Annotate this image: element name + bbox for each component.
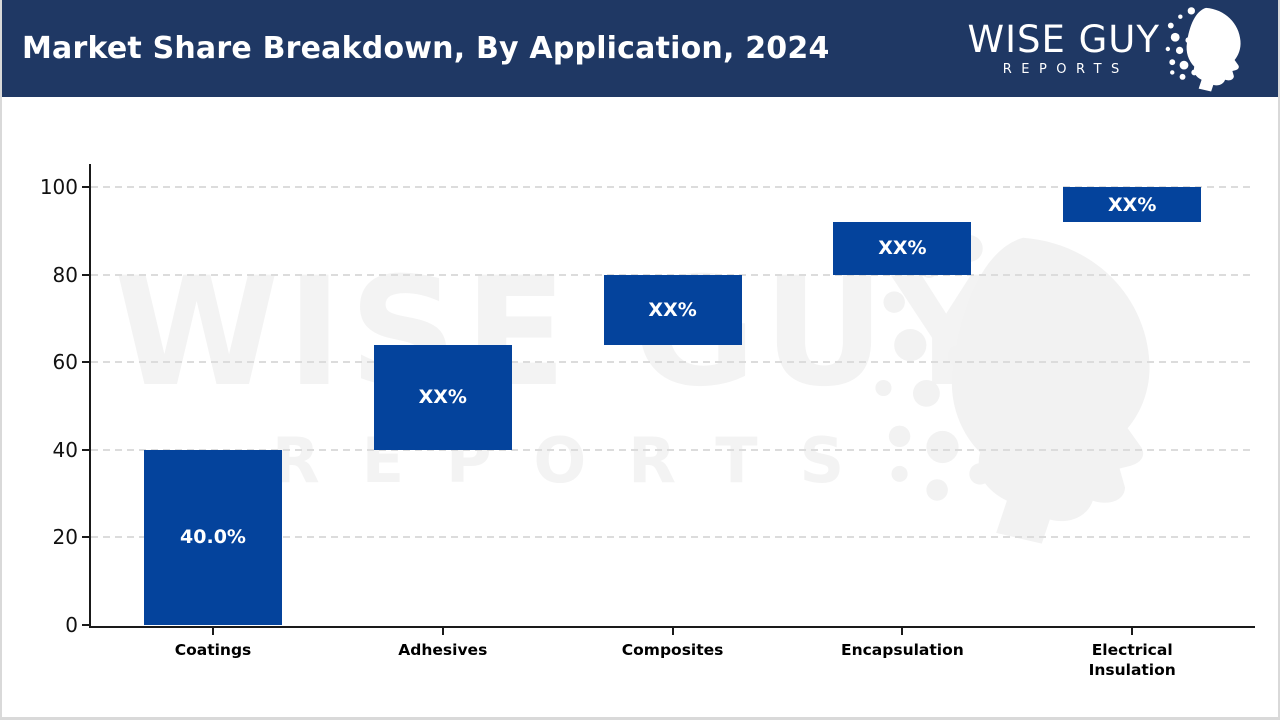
y-tick-label-0: 0 <box>65 613 78 637</box>
header-bar: Market Share Breakdown, By Application, … <box>2 0 1278 97</box>
x-tick-mark-1 <box>441 628 444 635</box>
gridline-40 <box>91 448 1255 451</box>
x-tick-label-4: Electrical Insulation <box>1088 641 1176 680</box>
x-tick-mark-4 <box>1131 628 1134 635</box>
logo-brand-subtitle: REPORTS <box>1002 61 1129 77</box>
logo-text: WISE GUY REPORTS <box>968 21 1160 77</box>
watermark-brand-text: WISE GUY <box>114 246 1008 420</box>
wiseguy-logo: WISE GUY REPORTS <box>968 5 1252 93</box>
bar-value-label: XX% <box>418 386 467 409</box>
x-tick-label-0: Coatings <box>174 641 252 659</box>
gridline-100 <box>91 186 1255 188</box>
y-tick-mark-100 <box>82 186 90 188</box>
y-tick-label-60: 60 <box>52 350 78 375</box>
x-tick-label-2: Composites <box>621 641 724 659</box>
bar-encapsulation: XX% <box>833 222 972 275</box>
bar-electrical-insulation: XX% <box>1063 187 1202 223</box>
y-tick-label-80: 80 <box>52 262 78 287</box>
bar-coatings: 40.0% <box>144 449 282 625</box>
bar-adhesives: XX% <box>373 344 512 450</box>
bar-value-label: 40.0% <box>180 526 246 549</box>
logo-brand-name: WISE GUY <box>967 17 1160 61</box>
y-tick-mark-0 <box>82 624 90 626</box>
y-tick-mark-80 <box>82 273 90 276</box>
y-tick-mark-40 <box>82 448 90 451</box>
bar-value-label: XX% <box>878 237 927 260</box>
y-tick-mark-20 <box>82 536 90 539</box>
x-tick-mark-0 <box>212 628 214 635</box>
watermark-brand-subtext: REPORTS <box>272 424 887 497</box>
bar-value-label: XX% <box>648 298 697 321</box>
x-tick-label-1: Adhesives <box>398 641 488 659</box>
y-tick-label-20: 20 <box>52 525 78 550</box>
bar-value-label: XX% <box>1108 193 1157 216</box>
x-axis <box>89 626 1255 628</box>
bar-composites: XX% <box>603 274 742 345</box>
gridline-20 <box>91 536 1255 539</box>
y-tick-label-100: 100 <box>39 175 78 199</box>
x-tick-label-3: Encapsulation <box>840 641 964 659</box>
y-axis <box>89 164 91 628</box>
gridline-60 <box>91 361 1255 364</box>
x-tick-mark-2 <box>671 628 674 635</box>
y-tick-label-40: 40 <box>52 437 78 462</box>
x-tick-mark-3 <box>901 628 904 635</box>
watermark-head-icon <box>875 235 1150 544</box>
dotted-head-profile-icon <box>1165 6 1241 92</box>
page-title: Market Share Breakdown, By Application, … <box>22 31 830 66</box>
y-tick-mark-60 <box>82 361 90 364</box>
